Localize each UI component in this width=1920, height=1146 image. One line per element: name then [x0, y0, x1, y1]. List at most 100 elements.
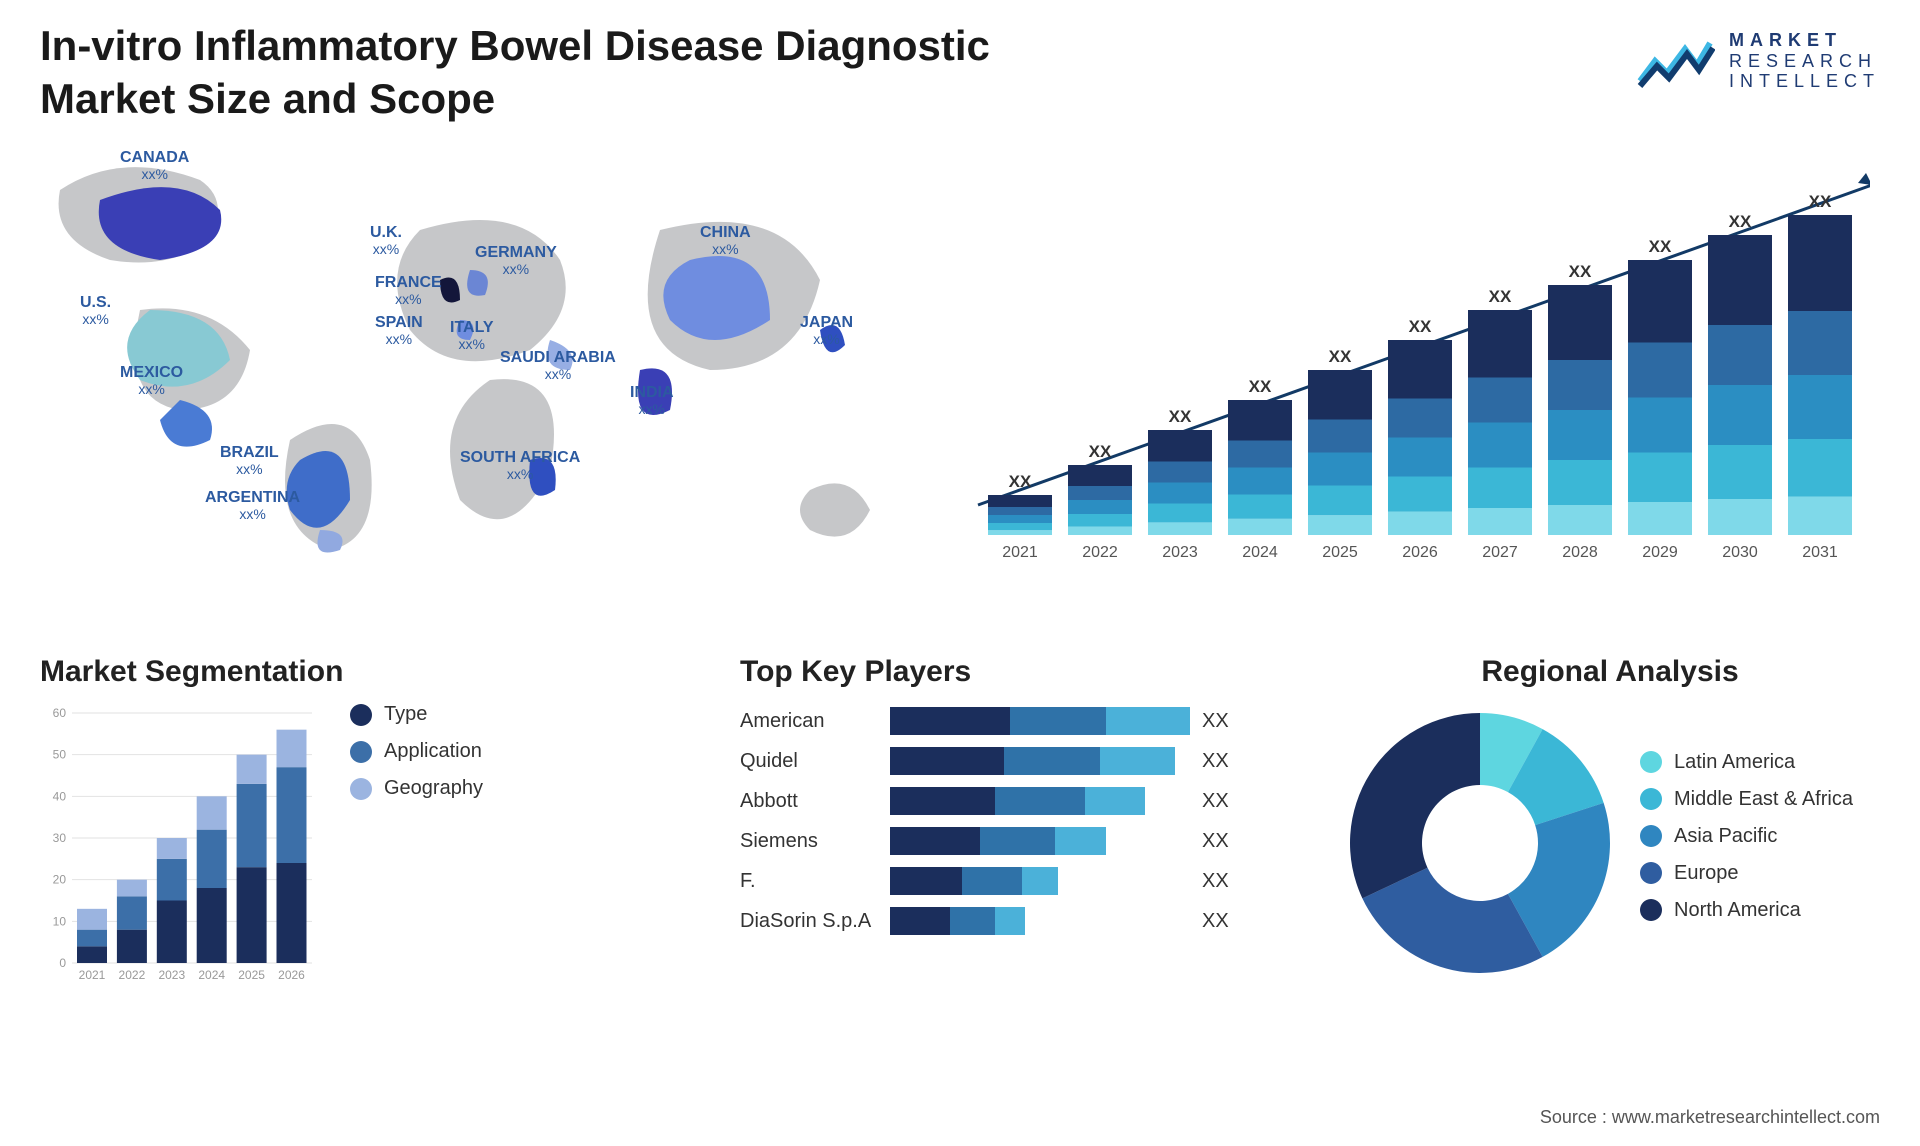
legend-label: Type — [384, 703, 427, 726]
map-label-uk: U.K.xx% — [370, 225, 402, 256]
player-bar — [890, 787, 1190, 815]
main-bar-chart: 2021XX2022XX2023XX2024XX2025XX2026XX2027… — [970, 155, 1870, 580]
players-title: Top Key Players — [740, 655, 1260, 689]
player-bar-segment — [1085, 787, 1145, 815]
player-bar-segment — [1106, 707, 1190, 735]
world-map: CANADAxx%U.S.xx%MEXICOxx%BRAZILxx%ARGENT… — [20, 140, 900, 560]
player-row-quidel: QuidelXX — [740, 747, 1260, 775]
svg-text:2029: 2029 — [1642, 544, 1678, 561]
player-name: American — [740, 710, 890, 733]
map-label-argentina: ARGENTINAxx% — [205, 490, 300, 521]
svg-text:XX: XX — [1409, 317, 1432, 336]
regional-donut — [1340, 703, 1620, 983]
svg-text:XX: XX — [1009, 472, 1032, 491]
player-bar-segment — [890, 907, 950, 935]
logo-icon — [1635, 31, 1715, 91]
region-legend-northamerica: North America — [1640, 899, 1853, 922]
player-value: XX — [1202, 750, 1229, 773]
legend-label: Geography — [384, 777, 483, 800]
players-chart: AmericanXXQuidelXXAbbottXXSiemensXXF.XXD… — [740, 707, 1260, 935]
legend-label: North America — [1674, 899, 1801, 922]
region-legend-middleeastafrica: Middle East & Africa — [1640, 788, 1853, 811]
svg-text:XX: XX — [1649, 237, 1672, 256]
svg-text:2024: 2024 — [198, 968, 225, 982]
svg-text:2022: 2022 — [119, 968, 146, 982]
player-bar-segment — [1022, 867, 1058, 895]
map-label-mexico: MEXICOxx% — [120, 365, 183, 396]
player-bar-segment — [1100, 747, 1175, 775]
svg-text:XX: XX — [1569, 262, 1592, 281]
player-bar-segment — [1055, 827, 1106, 855]
map-label-france: FRANCExx% — [375, 275, 442, 306]
player-name: F. — [740, 870, 890, 893]
main-chart-svg: 2021XX2022XX2023XX2024XX2025XX2026XX2027… — [970, 155, 1870, 580]
logo-line2: RESEARCH — [1729, 51, 1880, 72]
svg-text:XX: XX — [1249, 377, 1272, 396]
svg-text:60: 60 — [53, 706, 67, 720]
player-name: Siemens — [740, 830, 890, 853]
player-bar — [890, 907, 1190, 935]
player-bar — [890, 707, 1190, 735]
legend-dot — [1640, 899, 1662, 921]
svg-text:10: 10 — [53, 914, 67, 928]
svg-text:0: 0 — [59, 956, 66, 970]
svg-text:2023: 2023 — [158, 968, 185, 982]
logo-line3: INTELLECT — [1729, 71, 1880, 92]
legend-dot — [350, 778, 372, 800]
legend-dot — [1640, 751, 1662, 773]
segmentation-chart: 0102030405060202120222023202420252026 — [40, 703, 320, 1003]
player-bar-segment — [890, 747, 1004, 775]
regional-title: Regional Analysis — [1340, 655, 1880, 689]
svg-text:2027: 2027 — [1482, 544, 1518, 561]
svg-text:XX: XX — [1489, 287, 1512, 306]
region-legend-latinamerica: Latin America — [1640, 751, 1853, 774]
svg-text:2021: 2021 — [1002, 544, 1038, 561]
svg-text:2028: 2028 — [1562, 544, 1598, 561]
map-label-brazil: BRAZILxx% — [220, 445, 279, 476]
player-value: XX — [1202, 910, 1229, 933]
svg-text:2025: 2025 — [1322, 544, 1358, 561]
legend-dot — [1640, 825, 1662, 847]
legend-label: Asia Pacific — [1674, 825, 1777, 848]
svg-text:XX: XX — [1089, 442, 1112, 461]
svg-text:2030: 2030 — [1722, 544, 1758, 561]
svg-text:30: 30 — [53, 831, 67, 845]
segmentation-legend: TypeApplicationGeography — [350, 703, 483, 814]
legend-dot — [350, 704, 372, 726]
player-bar-segment — [980, 827, 1055, 855]
player-row-abbott: AbbottXX — [740, 787, 1260, 815]
players-section: Top Key Players AmericanXXQuidelXXAbbott… — [740, 655, 1260, 947]
player-row-diasorinspa: DiaSorin S.p.A XX — [740, 907, 1260, 935]
map-label-china: CHINAxx% — [700, 225, 751, 256]
player-row-siemens: SiemensXX — [740, 827, 1260, 855]
segmentation-title: Market Segmentation — [40, 655, 540, 689]
brand-logo: MARKET RESEARCH INTELLECT — [1635, 30, 1880, 92]
player-bar-segment — [890, 787, 995, 815]
legend-label: Europe — [1674, 862, 1739, 885]
svg-text:2021: 2021 — [79, 968, 106, 982]
player-name: DiaSorin S.p.A — [740, 910, 890, 933]
svg-text:2026: 2026 — [1402, 544, 1438, 561]
map-label-japan: JAPANxx% — [800, 315, 853, 346]
svg-text:50: 50 — [53, 748, 67, 762]
player-value: XX — [1202, 870, 1229, 893]
player-name: Abbott — [740, 790, 890, 813]
svg-text:XX: XX — [1809, 192, 1832, 211]
seg-legend-geography: Geography — [350, 777, 483, 800]
segmentation-section: Market Segmentation 01020304050602021202… — [40, 655, 540, 1003]
svg-text:XX: XX — [1729, 212, 1752, 231]
region-legend-asiapacific: Asia Pacific — [1640, 825, 1853, 848]
player-bar — [890, 867, 1190, 895]
map-label-southafrica: SOUTH AFRICAxx% — [460, 450, 580, 481]
player-row-f: F. XX — [740, 867, 1260, 895]
player-bar-segment — [890, 707, 1010, 735]
regional-section: Regional Analysis Latin America Middle Ea… — [1340, 655, 1880, 983]
player-bar-segment — [995, 787, 1085, 815]
player-bar-segment — [1004, 747, 1100, 775]
player-row-american: AmericanXX — [740, 707, 1260, 735]
logo-line1: MARKET — [1729, 30, 1880, 51]
map-label-us: U.S.xx% — [80, 295, 111, 326]
legend-dot — [350, 741, 372, 763]
legend-label: Latin America — [1674, 751, 1795, 774]
map-label-italy: ITALYxx% — [450, 320, 494, 351]
